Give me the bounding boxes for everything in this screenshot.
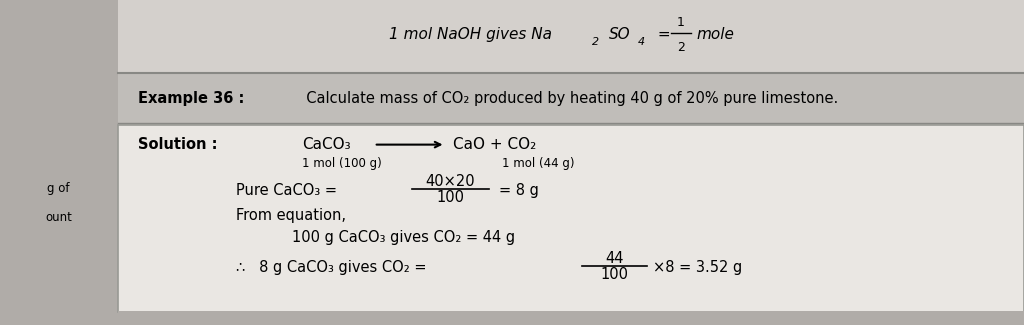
Text: 100: 100 xyxy=(436,190,465,205)
Text: Example 36 :: Example 36 : xyxy=(138,91,245,106)
Text: 100: 100 xyxy=(600,267,629,282)
Text: ount: ount xyxy=(45,211,72,224)
Text: =: = xyxy=(653,27,676,42)
Bar xyxy=(118,0,1024,72)
Text: 1 mol (100 g): 1 mol (100 g) xyxy=(302,157,382,170)
Bar xyxy=(118,73,1024,124)
Text: ×8 = 3.52 g: ×8 = 3.52 g xyxy=(653,260,742,275)
Text: 100 g CaCO₃ gives CO₂ = 44 g: 100 g CaCO₃ gives CO₂ = 44 g xyxy=(292,230,515,245)
Text: 4: 4 xyxy=(638,37,645,47)
Text: 2: 2 xyxy=(677,41,685,54)
Text: CaCO₃: CaCO₃ xyxy=(302,137,350,152)
Text: Solution :: Solution : xyxy=(138,137,218,152)
Text: 44: 44 xyxy=(605,251,624,266)
Text: ∴   8 g CaCO₃ gives CO₂ =: ∴ 8 g CaCO₃ gives CO₂ = xyxy=(236,260,426,275)
Text: From equation,: From equation, xyxy=(236,208,345,223)
Bar xyxy=(118,125,1024,312)
Bar xyxy=(0,0,118,325)
Text: 2: 2 xyxy=(592,37,599,47)
Text: 1 mol (44 g): 1 mol (44 g) xyxy=(502,157,574,170)
Text: SO: SO xyxy=(609,27,631,42)
Text: 40×20: 40×20 xyxy=(426,175,475,189)
Text: 1 mol NaOH gives Na: 1 mol NaOH gives Na xyxy=(389,27,552,42)
Text: 1: 1 xyxy=(677,16,685,29)
Text: mole: mole xyxy=(696,27,734,42)
Text: Calculate mass of CO₂ produced by heating 40 g of 20% pure limestone.: Calculate mass of CO₂ produced by heatin… xyxy=(297,91,839,106)
Bar xyxy=(118,311,1024,325)
Text: g of: g of xyxy=(47,182,70,195)
Text: CaO + CO₂: CaO + CO₂ xyxy=(453,137,536,152)
Text: = 8 g: = 8 g xyxy=(499,183,539,198)
Text: Pure CaCO₃ =: Pure CaCO₃ = xyxy=(236,183,337,198)
